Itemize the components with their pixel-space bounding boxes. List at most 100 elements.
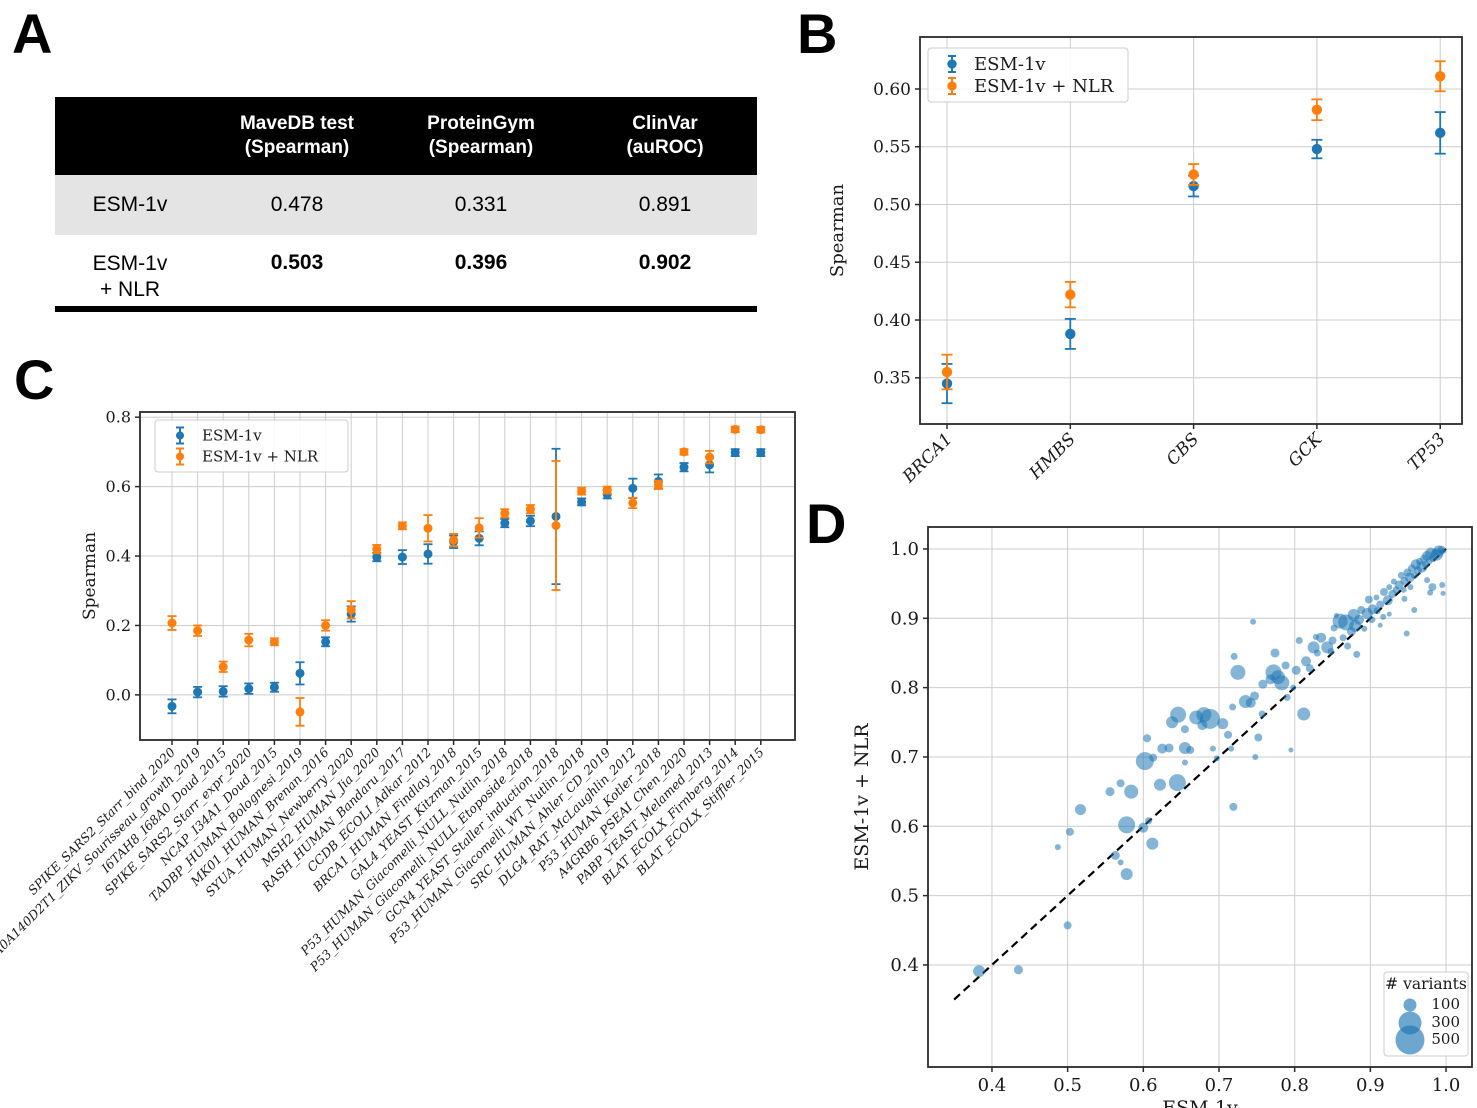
panel-c-ytick-label: 0.8 [106,408,131,427]
panel-c-point [525,504,535,514]
header-cell-proteingym: ProteinGym (Spearman) [389,112,573,160]
header-cell-clinvar: ClinVar (auROC) [573,112,757,160]
panel-d-bubble [1013,965,1023,975]
panel-b-xtick-label: CBS [1163,429,1203,469]
panel-c-point [705,452,715,462]
panel-b-point [1065,328,1076,340]
panel-d-bubble [1407,584,1414,591]
panel-d-bubble [1361,625,1368,632]
panel-c-point [295,707,305,717]
panel-d-bubble [1063,921,1072,930]
panel-b-ytick-label: 0.60 [873,80,911,100]
panel-c-point [372,544,382,554]
panel-d-bubble [1424,577,1431,584]
panel-d-bubble [1401,595,1408,602]
size-legend-label: 100 [1431,995,1460,1013]
panel-c-point [577,486,587,496]
panel-b-legend-label: ESM-1v [974,54,1046,75]
panel-d-bubble [1386,611,1392,617]
panel-c-ylabel: Spearman [80,532,100,620]
panel-d-bubble [1230,664,1246,680]
panel-d-xtick-label: 0.4 [978,1075,1007,1096]
panel-c-letter: C [14,348,55,411]
panel-c-point [730,424,740,434]
panel-d-bubble [1209,745,1216,752]
panel-d-bubble [1328,636,1337,645]
panel-d-bubble [1380,613,1387,620]
panel-d-bubble [1186,746,1195,755]
results-table: MaveDB test (Spearman) ProteinGym (Spear… [55,97,757,312]
panel-d-bubble [1312,634,1319,641]
panel-d-bubble [1146,837,1159,850]
panel-c-point [602,485,612,495]
panel-a-letter: A [12,2,53,65]
panel-d-bubble [1281,661,1290,670]
panel-d-bubble [1120,868,1133,881]
panel-d-ytick-label: 0.5 [890,886,919,907]
panel-c-ytick-label: 0.2 [106,616,131,635]
panel-d-bubble [1411,606,1418,613]
size-legend-bubble [1395,1025,1425,1055]
panel-b-ylabel: Spearman [827,183,848,277]
panel-d-bubble [1344,642,1352,650]
panel-c-point [423,549,433,559]
size-legend-bubble [1403,998,1417,1012]
panel-c-point [679,462,689,472]
panel-d-bubble [1291,665,1301,675]
panel-d-bubble [1283,693,1291,701]
header-mavedb-line1: MaveDB test [239,113,355,134]
panel-d-bubble [1258,710,1266,718]
panel-d-bubble [1170,706,1187,723]
header-proteingym-line1: ProteinGym [427,113,535,134]
panel-d-bubble [1258,679,1268,689]
header-mavedb-line2: (Spearman) [244,137,350,158]
panel-b-chart: 0.35 0.40 0.45 0.50 0.55 0.60 BRCA1 HMBS CBS GCK T… [827,36,1463,488]
panel-d-ytick-label: 0.6 [890,816,919,837]
panel-d-bubble [1143,734,1152,743]
panel-c-point [500,518,510,528]
panel-d-bubble [1290,684,1297,691]
panel-d-bubble [1157,743,1168,754]
value-esm1v-nlr-proteingym: 0.396 [454,251,508,274]
panel-d-bubble [1229,703,1237,711]
panel-c-point [397,552,407,562]
panel-d-bubble [1379,587,1388,596]
panel-c-point [269,637,279,647]
panel-b-xtick-label: TP53 [1404,429,1450,475]
panel-d-bubble [1124,784,1139,799]
panel-b-legend-box [927,47,1129,103]
panel-b-ytick-label: 0.40 [873,311,911,331]
panel-b-ytick-label: 0.45 [873,253,911,273]
panel-d-xtick-label: 0.6 [1129,1075,1158,1096]
panel-d-bubble [1229,802,1238,811]
value-esm1v-mavedb: 0.478 [270,193,324,216]
panel-b-ytick-label: 0.35 [873,369,911,389]
panel-b-xtick-label: GCK [1285,428,1328,471]
panel-d-bubble [1228,745,1235,752]
panel-d-ytick-label: 1.0 [890,539,919,560]
identity-line [953,548,1447,1001]
panel-b-xtick-label: HMBS [1025,429,1080,484]
panel-d-bubble [1168,774,1186,792]
panel-d-bubble [1439,582,1446,589]
panel-d-bubble [1376,600,1385,609]
panel-c-point [653,480,663,490]
panel-d-xtick-label: 0.5 [1053,1075,1082,1096]
panel-d-bubble [1377,622,1383,628]
panel-d-bubble [1327,648,1335,656]
row-label-esm1v: ESM-1v [92,193,168,216]
panel-d-bubble [1180,725,1189,734]
panel-d-bubble [1386,584,1393,591]
panel-d-bubble [1270,648,1280,658]
panel-d-bubble [1245,697,1256,708]
panel-c-point [500,508,510,518]
panel-d-bubble [1373,607,1381,615]
panel-d-bubble [1065,827,1074,836]
panel-d-bubble [1110,850,1120,860]
table-row-esm1v: ESM-1v 0.478 0.331 0.891 [55,175,757,235]
panel-d-bubble [1118,816,1136,834]
panel-b-xtick-label: BRCA1 [898,429,956,487]
panel-d-bubble [1250,618,1257,625]
panel-b-letter: B [797,2,838,65]
